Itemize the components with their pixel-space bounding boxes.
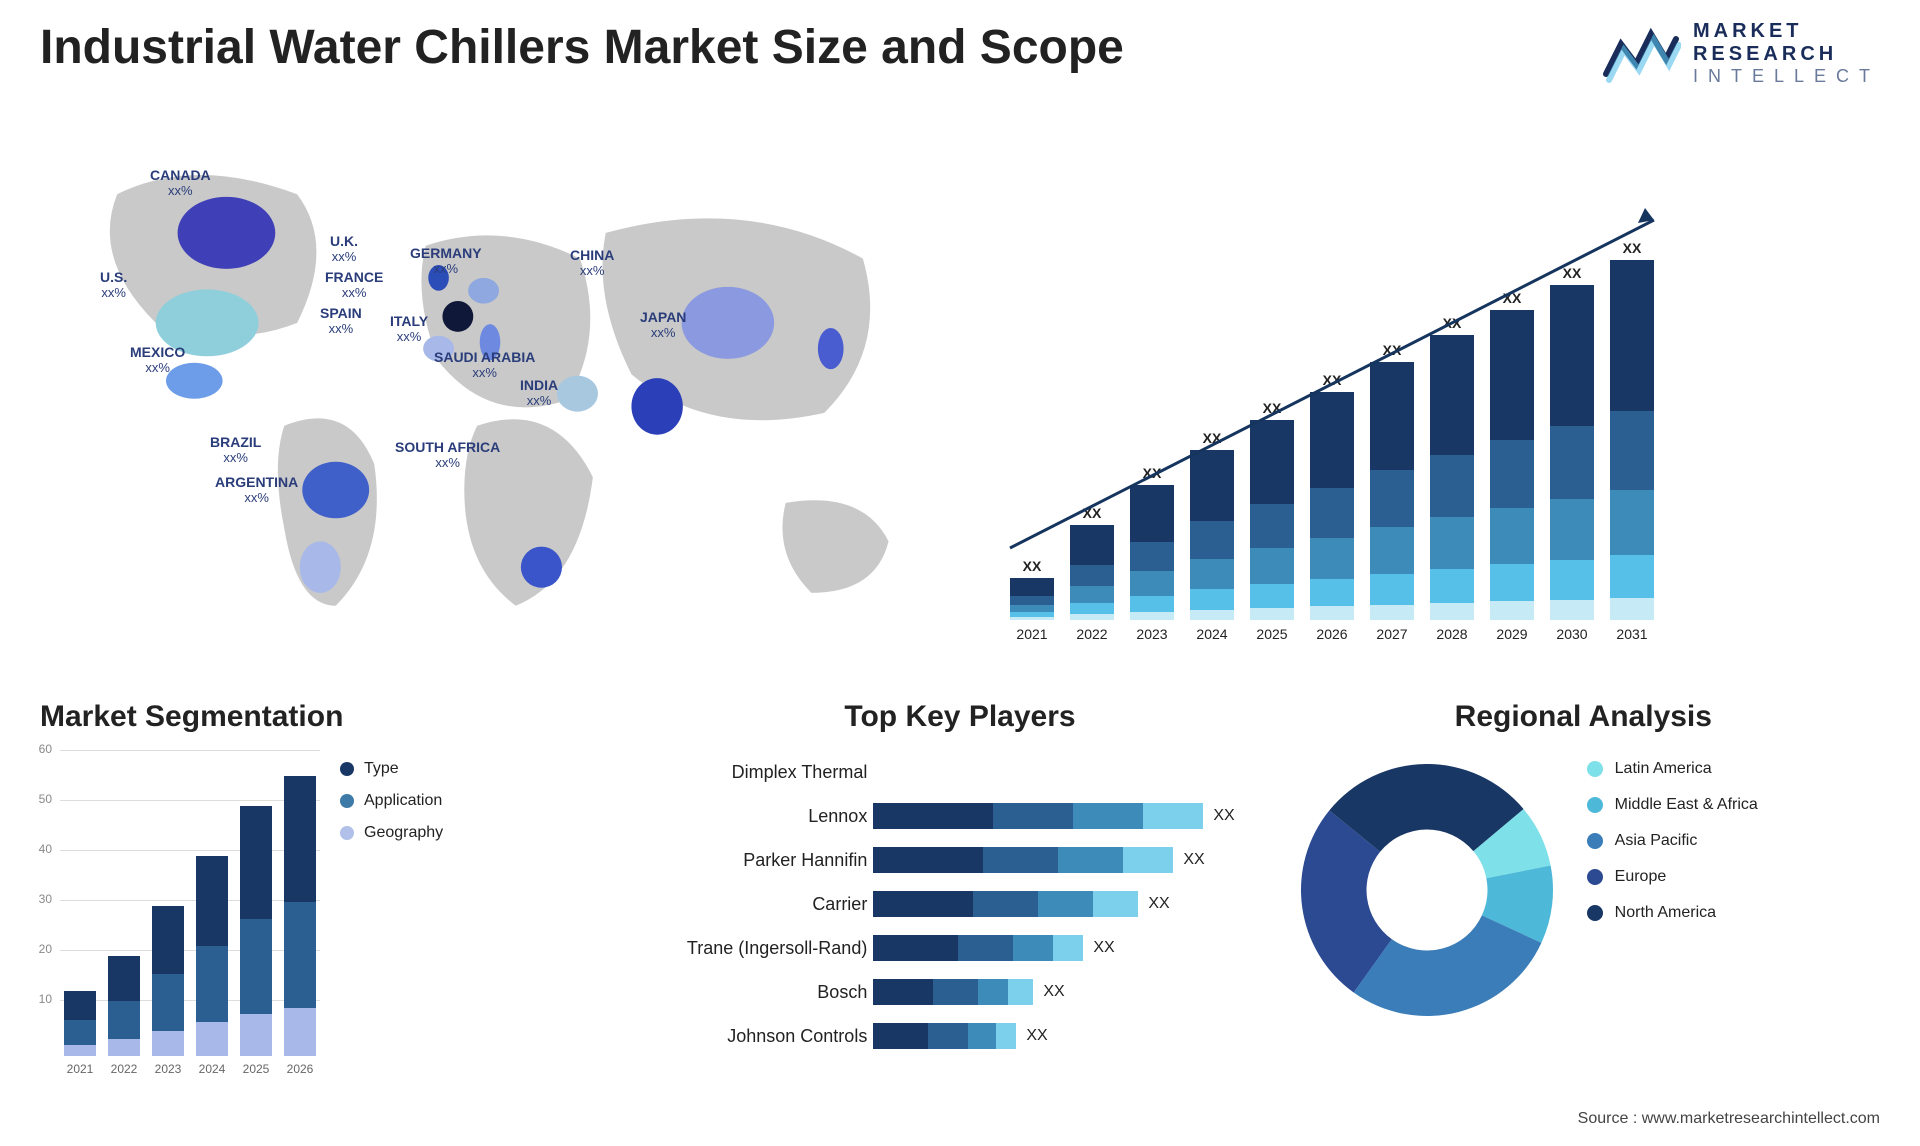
player-value: XX bbox=[1148, 895, 1169, 913]
logo-line3: INTELLECT bbox=[1693, 66, 1880, 87]
brand-logo: MARKET RESEARCH INTELLECT bbox=[1601, 20, 1880, 87]
seg-ytick: 20 bbox=[32, 942, 52, 956]
player-row: Bosch XX bbox=[663, 970, 1256, 1014]
player-bar bbox=[873, 935, 1083, 961]
seg-bar-2024 bbox=[196, 856, 228, 1056]
seg-legend-item: Geography bbox=[340, 824, 443, 842]
seg-ytick: 60 bbox=[32, 742, 52, 756]
world-map-panel: CANADAxx% U.S.xx% MEXICOxx% BRAZILxx% ARGENT… bbox=[40, 140, 940, 660]
regional-title: Regional Analysis bbox=[1287, 700, 1880, 734]
seg-bar-2023 bbox=[152, 906, 184, 1056]
map-label-u-s-: U.S.xx% bbox=[100, 270, 127, 301]
region-legend-item: Latin America bbox=[1587, 760, 1758, 778]
player-row: Johnson Controls XX bbox=[663, 1014, 1256, 1058]
seg-ytick: 40 bbox=[32, 842, 52, 856]
seg-bar-2022 bbox=[108, 956, 140, 1056]
seg-xlabel: 2026 bbox=[280, 1062, 320, 1076]
world-map bbox=[40, 140, 940, 660]
player-value: XX bbox=[1213, 807, 1234, 825]
player-row: Carrier XX bbox=[663, 882, 1256, 926]
seg-bar-2026 bbox=[284, 776, 316, 1056]
player-row: Dimplex Thermal bbox=[663, 750, 1256, 794]
player-value: XX bbox=[1043, 983, 1064, 1001]
seg-ytick: 50 bbox=[32, 792, 52, 806]
player-name: Dimplex Thermal bbox=[663, 762, 873, 783]
player-bar bbox=[873, 803, 1203, 829]
seg-xlabel: 2022 bbox=[104, 1062, 144, 1076]
map-label-u-k-: U.K.xx% bbox=[330, 234, 358, 265]
player-bar bbox=[873, 891, 1138, 917]
player-name: Parker Hannifin bbox=[663, 850, 873, 871]
player-name: Lennox bbox=[663, 806, 873, 827]
logo-line1: MARKET bbox=[1693, 20, 1880, 43]
source-text: Source : www.marketresearchintellect.com bbox=[1578, 1110, 1880, 1128]
players-panel: Top Key Players Dimplex ThermalLennoxXXP… bbox=[663, 700, 1256, 1086]
players-title: Top Key Players bbox=[663, 700, 1256, 734]
seg-xlabel: 2023 bbox=[148, 1062, 188, 1076]
player-bar bbox=[873, 1023, 1016, 1049]
map-label-japan: JAPANxx% bbox=[640, 310, 686, 341]
player-row: Lennox XX bbox=[663, 794, 1256, 838]
map-label-china: CHINAxx% bbox=[570, 248, 614, 279]
player-row bbox=[663, 1058, 1256, 1102]
regional-donut bbox=[1287, 750, 1567, 1030]
player-name: Carrier bbox=[663, 894, 873, 915]
map-label-italy: ITALYxx% bbox=[390, 314, 428, 345]
player-value: XX bbox=[1183, 851, 1204, 869]
regional-panel: Regional Analysis Latin America Middle Ea… bbox=[1287, 700, 1880, 1086]
seg-xlabel: 2021 bbox=[60, 1062, 100, 1076]
seg-xlabel: 2024 bbox=[192, 1062, 232, 1076]
map-label-canada: CANADAxx% bbox=[150, 168, 211, 199]
seg-xlabel: 2025 bbox=[236, 1062, 276, 1076]
map-label-brazil: BRAZILxx% bbox=[210, 435, 261, 466]
player-bar bbox=[873, 847, 1173, 873]
seg-bar-2025 bbox=[240, 806, 272, 1056]
page-title: Industrial Water Chillers Market Size an… bbox=[40, 20, 1124, 75]
seg-legend-item: Type bbox=[340, 760, 443, 778]
map-label-south-africa: SOUTH AFRICAxx% bbox=[395, 440, 500, 471]
growth-trend-arrow bbox=[980, 140, 1880, 660]
player-row: Parker Hannifin XX bbox=[663, 838, 1256, 882]
player-value: XX bbox=[1026, 1027, 1047, 1045]
region-legend-item: North America bbox=[1587, 904, 1758, 922]
map-label-france: FRANCExx% bbox=[325, 270, 383, 301]
region-legend-item: Europe bbox=[1587, 868, 1758, 886]
segmentation-panel: Market Segmentation 10203040506020212022… bbox=[40, 700, 633, 1086]
player-name: Bosch bbox=[663, 982, 873, 1003]
segmentation-title: Market Segmentation bbox=[40, 700, 633, 734]
player-value: XX bbox=[1093, 939, 1114, 957]
map-label-germany: GERMANYxx% bbox=[410, 246, 482, 277]
seg-bar-2021 bbox=[64, 991, 96, 1056]
map-label-argentina: ARGENTINAxx% bbox=[215, 475, 298, 506]
map-label-india: INDIAxx% bbox=[520, 378, 558, 409]
map-label-mexico: MEXICOxx% bbox=[130, 345, 185, 376]
region-legend-item: Middle East & Africa bbox=[1587, 796, 1758, 814]
player-name: Johnson Controls bbox=[663, 1026, 873, 1047]
map-label-spain: SPAINxx% bbox=[320, 306, 362, 337]
player-row: Trane (Ingersoll-Rand) XX bbox=[663, 926, 1256, 970]
logo-icon bbox=[1601, 24, 1681, 84]
logo-line2: RESEARCH bbox=[1693, 43, 1880, 66]
seg-legend-item: Application bbox=[340, 792, 443, 810]
growth-chart-panel: XX2021XX2022XX2023XX2024XX2025XX2026XX20… bbox=[980, 140, 1880, 660]
seg-ytick: 10 bbox=[32, 992, 52, 1006]
region-legend-item: Asia Pacific bbox=[1587, 832, 1758, 850]
player-name: Trane (Ingersoll-Rand) bbox=[663, 938, 873, 959]
seg-ytick: 30 bbox=[32, 892, 52, 906]
player-bar bbox=[873, 979, 1033, 1005]
